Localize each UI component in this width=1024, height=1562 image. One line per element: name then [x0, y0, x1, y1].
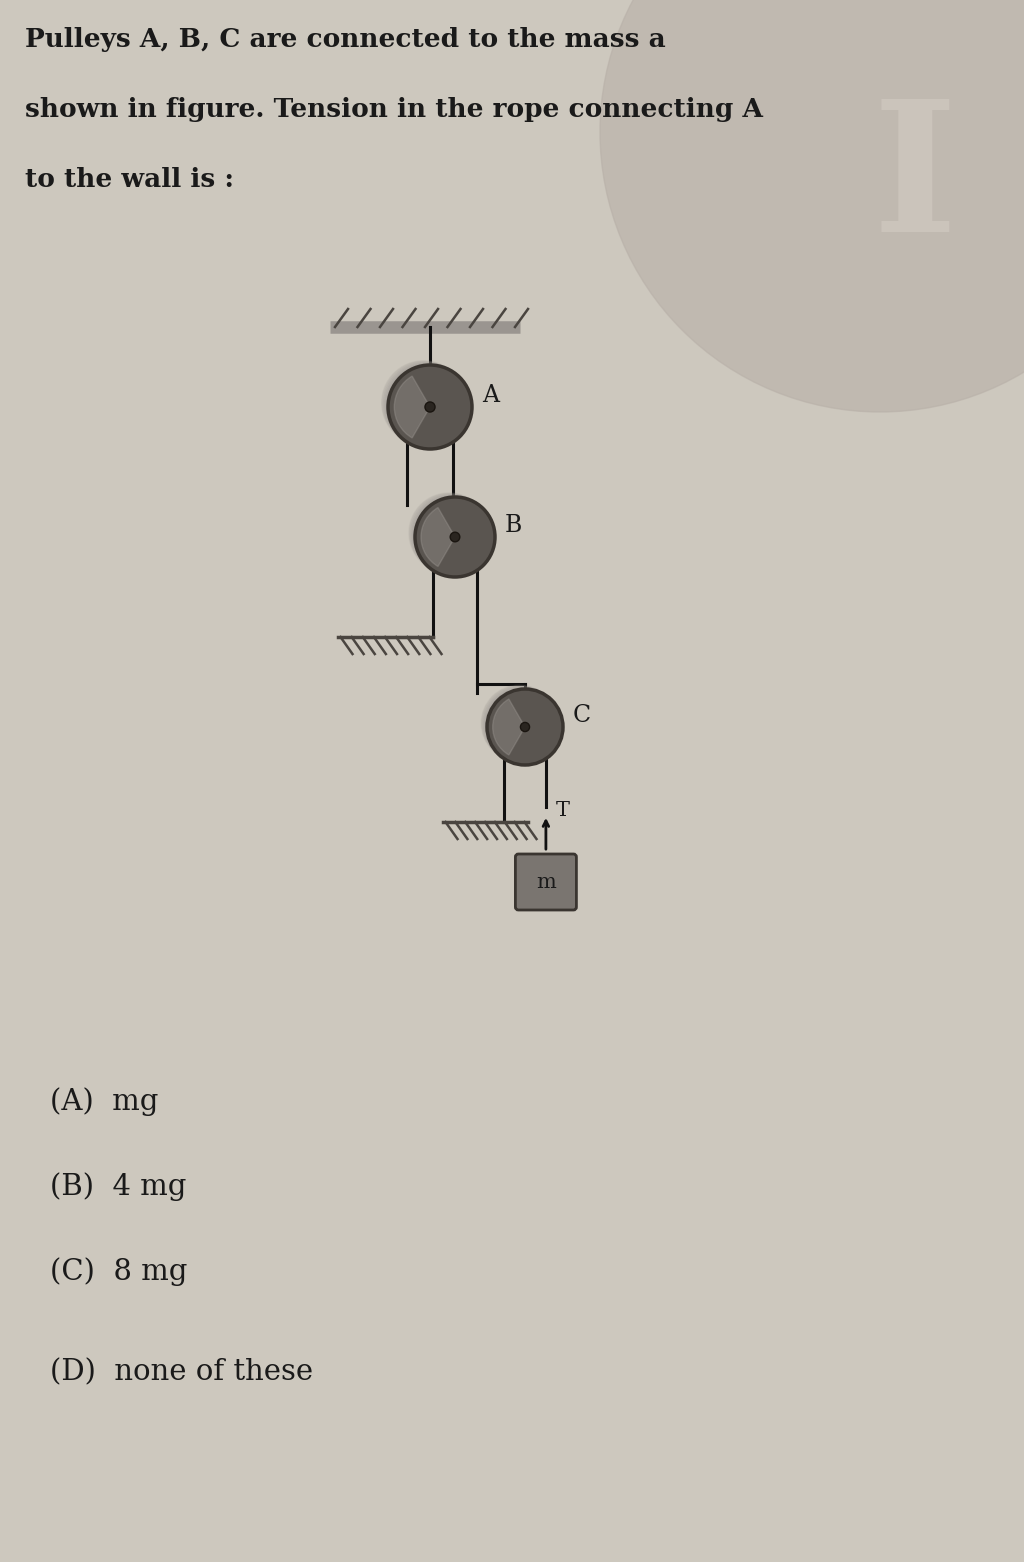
Text: shown in figure. Tension in the rope connecting A: shown in figure. Tension in the rope con…: [25, 97, 763, 122]
Circle shape: [416, 498, 493, 575]
Circle shape: [425, 401, 435, 412]
Circle shape: [382, 361, 466, 445]
FancyBboxPatch shape: [515, 854, 577, 911]
Circle shape: [388, 366, 469, 447]
Text: B: B: [505, 514, 522, 537]
Circle shape: [386, 364, 468, 447]
Text: m: m: [536, 873, 556, 892]
Circle shape: [384, 362, 467, 445]
Circle shape: [451, 533, 460, 542]
Text: (D)  none of these: (D) none of these: [50, 1357, 313, 1385]
Wedge shape: [394, 376, 430, 437]
Circle shape: [414, 497, 492, 575]
Circle shape: [389, 366, 469, 447]
Wedge shape: [421, 508, 455, 567]
Circle shape: [412, 495, 490, 573]
Text: C: C: [573, 704, 591, 726]
Text: Pulleys A, B, C are connected to the mass a: Pulleys A, B, C are connected to the mas…: [25, 27, 666, 52]
Circle shape: [411, 494, 489, 573]
Circle shape: [481, 686, 557, 761]
Circle shape: [390, 367, 470, 447]
Circle shape: [600, 0, 1024, 412]
Circle shape: [383, 362, 466, 445]
Wedge shape: [493, 700, 525, 754]
Circle shape: [484, 687, 559, 762]
Circle shape: [487, 689, 563, 765]
Circle shape: [409, 494, 489, 573]
Text: to the wall is :: to the wall is :: [25, 167, 234, 192]
Circle shape: [417, 498, 493, 575]
Circle shape: [415, 497, 495, 576]
Circle shape: [487, 690, 560, 762]
Text: I: I: [872, 94, 957, 270]
Text: T: T: [556, 801, 570, 820]
Text: A: A: [482, 384, 499, 408]
Circle shape: [415, 497, 492, 575]
Circle shape: [485, 689, 559, 762]
Circle shape: [388, 366, 472, 448]
Text: (A)  mg: (A) mg: [50, 1087, 159, 1117]
Circle shape: [488, 690, 561, 764]
Circle shape: [486, 689, 560, 762]
Circle shape: [413, 495, 490, 573]
Circle shape: [483, 687, 558, 762]
Text: (B)  4 mg: (B) 4 mg: [50, 1173, 186, 1201]
Circle shape: [520, 723, 529, 731]
Text: (C)  8 mg: (C) 8 mg: [50, 1257, 187, 1287]
Circle shape: [482, 686, 558, 761]
Circle shape: [385, 364, 468, 445]
